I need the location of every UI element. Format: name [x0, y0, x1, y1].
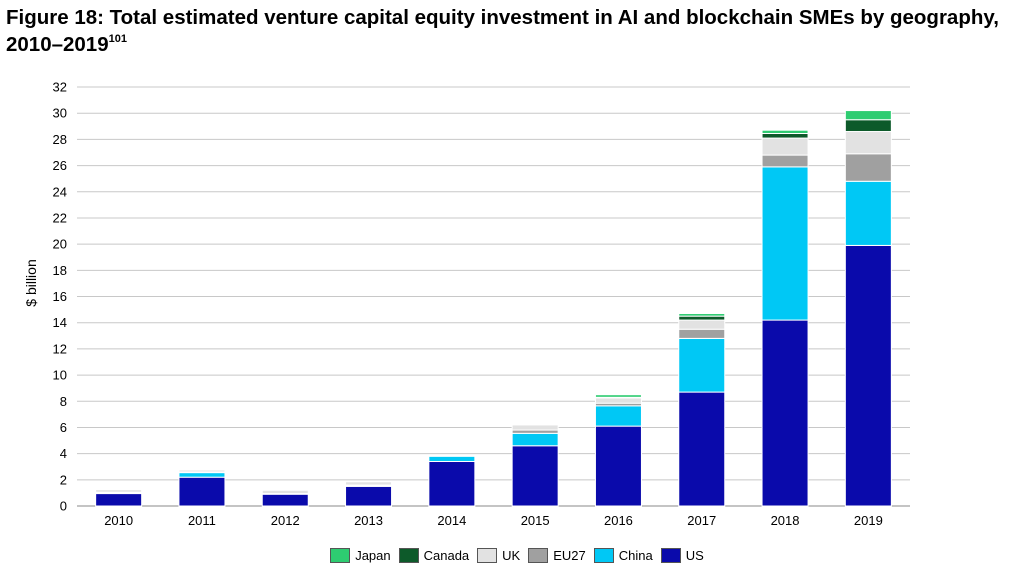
y-tick-label: 24	[53, 184, 67, 199]
bar-segment-eu27-2019	[844, 153, 892, 182]
y-tick-label: 14	[53, 315, 67, 330]
bar-segment-uk-2010	[95, 489, 143, 493]
legend-item-china: China	[593, 547, 653, 563]
bar-segment-us-2017	[678, 391, 726, 507]
bar-segment-japan-2018	[761, 129, 809, 134]
legend-swatch	[593, 547, 614, 563]
bar-segment-eu27-2017	[678, 328, 726, 339]
bar-segment-japan-2016	[594, 394, 642, 398]
legend-swatch	[398, 547, 419, 563]
bar-segment-eu27-2018	[761, 154, 809, 168]
chart-title: Figure 18: Total estimated venture capit…	[6, 4, 1026, 58]
bar-segment-us-2015	[511, 445, 559, 507]
y-tick-label: 28	[53, 132, 67, 147]
legend-swatch	[528, 547, 549, 563]
y-tick-label: 26	[53, 158, 67, 173]
bar-segment-us-2010	[95, 493, 143, 507]
y-tick-label: 32	[53, 80, 67, 95]
y-tick-label: 20	[53, 237, 67, 252]
bar-segment-japan-2019	[844, 110, 892, 121]
y-axis-label: $ billion	[23, 259, 39, 306]
legend-label: EU27	[553, 547, 586, 563]
bar-segment-us-2016	[594, 425, 642, 507]
bar-segment-uk-2015	[511, 424, 559, 431]
bar-segment-uk-2017	[678, 319, 726, 330]
bar-segment-china-2017	[678, 337, 726, 393]
y-tick-label: 16	[53, 289, 67, 304]
bar-segment-canada-2017	[678, 315, 726, 321]
y-tick-label: 18	[53, 263, 67, 278]
y-tick-label: 30	[53, 106, 67, 121]
legend-label: UK	[502, 547, 521, 563]
x-tick-label: 2018	[771, 513, 800, 528]
x-tick-label: 2013	[354, 513, 383, 528]
x-tick-label: 2019	[854, 513, 883, 528]
bar-segment-china-2011	[178, 472, 226, 478]
bar-segment-china-2019	[844, 180, 892, 246]
bars	[95, 110, 892, 507]
legend-swatch	[477, 547, 498, 563]
bar-segment-us-2014	[428, 460, 476, 507]
bar-segment-uk-2012	[261, 489, 309, 495]
x-tick-label: 2012	[271, 513, 300, 528]
legend-item-canada: Canada	[398, 547, 470, 563]
legend-label: Japan	[355, 547, 391, 563]
title-footnote: 101	[108, 33, 127, 45]
bar-segment-us-2013	[345, 485, 393, 507]
bar-segment-china-2016	[594, 405, 642, 427]
legend-item-eu27: EU27	[528, 547, 586, 563]
x-tick-label: 2010	[104, 513, 133, 528]
bar-segment-us-2011	[178, 476, 226, 507]
bar-segment-japan-2017	[678, 313, 726, 317]
bar-segment-uk-2014	[428, 454, 476, 457]
y-tick-label: 12	[53, 341, 67, 356]
x-tick-label: 2011	[188, 513, 216, 528]
bar-segment-china-2014	[428, 455, 476, 462]
legend-label: China	[618, 547, 653, 563]
legend-label: US	[685, 547, 704, 563]
y-tick-label: 8	[60, 394, 67, 409]
chart-title-text: Figure 18: Total estimated venture capit…	[6, 6, 999, 56]
bar-segment-china-2015	[511, 432, 559, 447]
bar-segment-us-2018	[761, 319, 809, 507]
bar-segment-uk-2018	[761, 137, 809, 156]
bar-segment-uk-2011	[178, 469, 226, 473]
bar-segment-us-2012	[261, 493, 309, 507]
legend-swatch	[330, 547, 351, 563]
x-tick-label: 2015	[521, 513, 550, 528]
bar-segment-china-2018	[761, 166, 809, 321]
x-tick-label: 2016	[604, 513, 633, 528]
bar-segment-canada-2018	[761, 132, 809, 139]
bar-segment-canada-2019	[844, 119, 892, 133]
legend: Japan Canada UK EU27 China US	[0, 545, 1034, 565]
legend-item-uk: UK	[477, 547, 521, 563]
legend-item-us: US	[660, 547, 704, 563]
bar-segment-uk-2013	[345, 481, 393, 486]
legend-item-japan: Japan	[330, 547, 391, 563]
bar-segment-us-2019	[844, 244, 892, 507]
legend-label: Canada	[423, 547, 470, 563]
legend-swatch	[660, 547, 681, 563]
x-axis-ticks: 2010 2011 2012 2013 2014 2015 2016 2017 2018 2019	[104, 513, 883, 528]
y-tick-label: 4	[60, 446, 67, 461]
y-tick-label: 0	[60, 499, 67, 514]
bar-segment-japan-2015	[511, 423, 559, 425]
y-tick-label: 6	[60, 420, 67, 435]
y-tick-label: 10	[53, 368, 67, 383]
x-tick-label: 2017	[687, 513, 716, 528]
y-tick-label: 22	[53, 210, 67, 225]
bar-segment-uk-2019	[844, 131, 892, 155]
x-tick-label: 2014	[437, 513, 466, 528]
bar-segment-uk-2016	[594, 397, 642, 404]
y-tick-label: 2	[60, 472, 67, 487]
